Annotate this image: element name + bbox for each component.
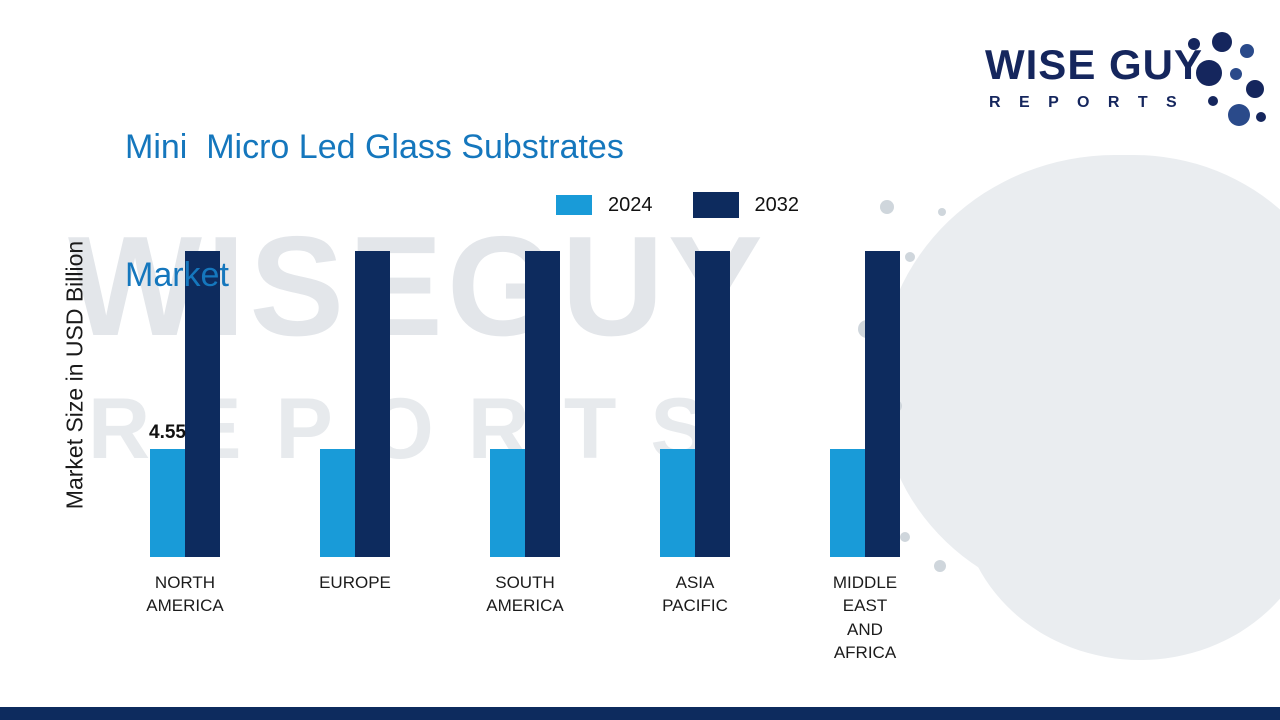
bar-group-asia-pacific: ASIA PACIFIC — [660, 251, 730, 615]
bar-group-south-america: SOUTH AMERICA — [486, 251, 564, 615]
bar-group-north-america: 4.55 NORTH AMERICA — [146, 251, 224, 615]
category-label-north-america: NORTH AMERICA — [146, 573, 224, 616]
page-title: Mini Micro Led Glass Substrates Market — [125, 40, 624, 340]
logo-dots-icon — [1228, 104, 1250, 126]
legend-swatch-2024 — [556, 195, 592, 215]
bar-group-middle-east-and-africa: MIDDLE EAST AND AFRICA — [830, 251, 900, 662]
head-silhouette-lower — [960, 330, 1280, 660]
category-label-asia-pacific: ASIA PACIFIC — [662, 573, 728, 616]
bar-2032-middle-east-and-africa — [865, 251, 900, 557]
footer-bar — [0, 707, 1280, 720]
page-title-line2: Market — [125, 256, 229, 295]
logo-dots-icon — [1196, 60, 1222, 86]
decor-dot — [905, 252, 915, 262]
category-label-europe: EUROPE — [319, 573, 391, 592]
legend-item-2032: 2032 — [692, 192, 800, 218]
category-label-south-america: SOUTH AMERICA — [486, 573, 564, 616]
logo-dots-icon — [1246, 80, 1264, 98]
bar-2024-middle-east-and-africa — [830, 449, 865, 557]
legend-swatch-2032 — [692, 192, 739, 218]
bar-2032-north-america — [185, 251, 220, 557]
legend: 2024 2032 — [556, 192, 799, 218]
bar-2024-south-america — [490, 449, 525, 557]
logo-reports-text: R E P O R T S — [989, 94, 1184, 111]
legend-item-2024: 2024 — [556, 194, 653, 217]
bar-2024-asia-pacific — [660, 449, 695, 557]
y-axis-label: Market Size in USD Billion — [61, 240, 88, 510]
legend-label-2032: 2032 — [754, 193, 800, 216]
logo-dots-icon — [1188, 38, 1200, 50]
category-label-middle-east-and-africa: MIDDLE EAST AND AFRICA — [832, 573, 898, 663]
bar-group-europe: EUROPE — [319, 251, 391, 592]
watermark-wiseguy: WISEGUY — [68, 207, 767, 366]
decor-dot — [900, 532, 910, 542]
logo-dots-icon — [1240, 44, 1254, 58]
logo-brand-text: WISE GUY — [985, 41, 1204, 88]
bar-2032-asia-pacific — [695, 251, 730, 557]
bar-2024-north-america — [150, 449, 185, 557]
logo-dots-icon — [1256, 112, 1266, 122]
legend-label-2024: 2024 — [608, 193, 653, 216]
page-title-line1: Mini Micro Led Glass Substrates — [125, 127, 624, 166]
logo-dots-icon — [1212, 32, 1232, 52]
plot-area: 4.55 NORTH AMERICA EUROPE SOUTH AMERICA ASIA PA… — [146, 251, 900, 662]
decor-dot — [938, 208, 946, 216]
decor-dot — [934, 560, 946, 572]
decor-dot — [880, 200, 894, 214]
bar-value-label: 4.55 — [149, 421, 186, 443]
bar-2032-europe — [355, 251, 390, 557]
bar-2032-south-america — [525, 251, 560, 557]
bar-2024-europe — [320, 449, 355, 557]
wiseguy-logo: WISE GUY R E P O R T S — [985, 44, 1203, 112]
logo-dots-icon — [1208, 96, 1218, 106]
logo-dots-icon — [1230, 68, 1242, 80]
